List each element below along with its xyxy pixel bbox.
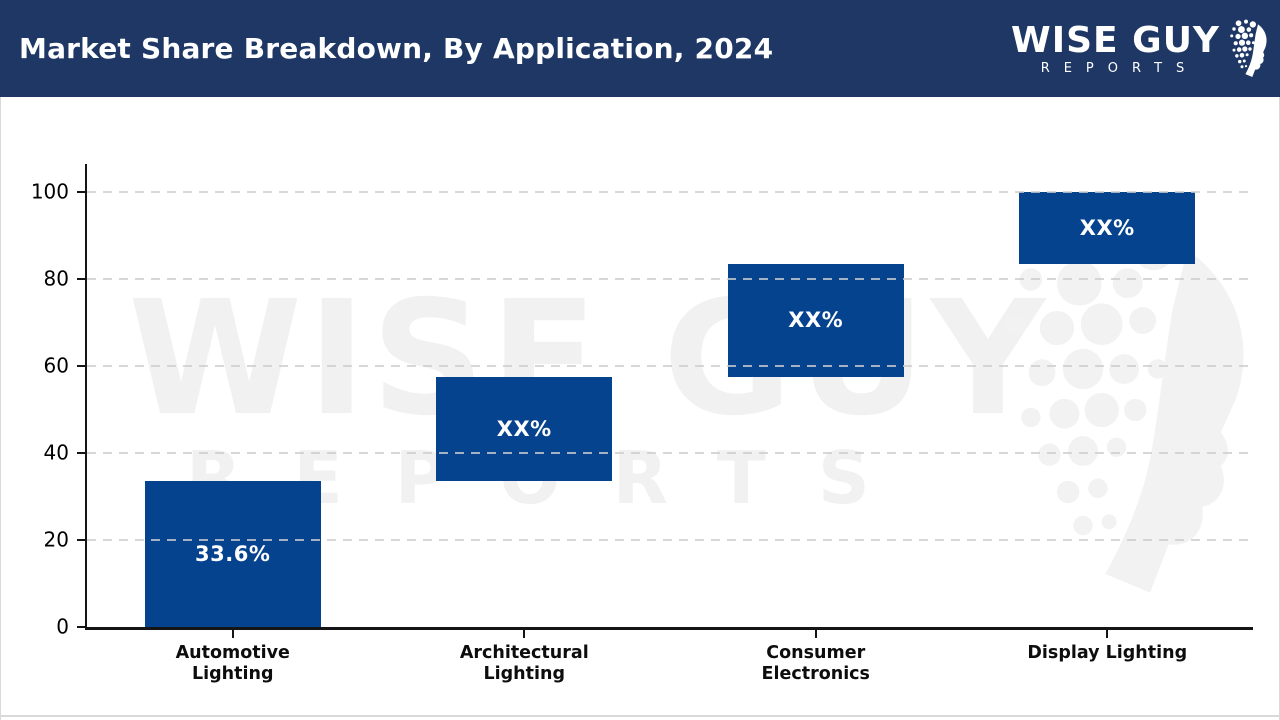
y-tick-0 [77,626,85,628]
bar-consumer-electronics: XX% [727,263,904,377]
category-label-line: Electronics [761,664,870,684]
x-axis-category-label-display-lighting: Display Lighting [1027,643,1187,664]
x-axis-category-label-automotive-lighting: Automotive Lighting [176,643,290,685]
bar-architectural-lighting: XX% [436,376,613,481]
bar-display-lighting: XX% [1019,191,1196,264]
x-tick-display-lighting [1106,630,1109,638]
bar-value-label-display-lighting: XX% [1079,215,1135,240]
brand-logo: WISE GUY REPORTS [1011,4,1270,94]
y-tick-label-40: 40 [43,440,69,465]
brand-name: WISE GUY [1010,19,1220,61]
x-axis-category-label-consumer-electronics: Consumer Electronics [762,643,870,685]
x-tick-consumer-electronics [814,630,817,638]
y-tick-label-100: 100 [30,179,69,204]
gridline-60 [87,364,1253,367]
gridline-80 [87,277,1253,280]
gridline-20 [87,538,1253,541]
category-label-line: Consumer [766,643,866,663]
x-tick-automotive-lighting [231,630,234,638]
y-axis-spine [85,164,87,629]
y-tick-60 [77,364,85,367]
y-tick-label-80: 80 [43,266,69,291]
category-label-line: Architectural [459,643,589,663]
x-axis-category-label-architectural-lighting: Architectural Lighting [460,643,589,685]
y-tick-label-0: 0 [56,614,69,639]
brand-reports-label: REPORTS [1040,61,1199,77]
plot-area: 0 20 40 60 80 100 33.6% Automotive Lighting XX% Ar… [31,164,1253,684]
y-tick-label-20: 20 [43,527,69,552]
bar-value-label-consumer-electronics: XX% [788,308,844,333]
y-tick-20 [77,538,85,541]
page-border-left [0,97,1,720]
y-tick-80 [77,277,85,280]
footer-rule [0,715,1280,717]
watermark-dotted-face-icon [1006,218,1244,593]
gridline-100 [87,190,1253,193]
category-label-line: Lighting [483,664,565,684]
bar-value-label-automotive-lighting: 33.6% [195,541,271,566]
y-tick-100 [77,190,85,193]
brand-wordmark: WISE GUY REPORTS [1010,19,1220,77]
category-label-line: Display Lighting [1027,643,1188,663]
bar-value-label-architectural-lighting: XX% [496,416,552,441]
header-bar: Market Share Breakdown, By Application, … [0,0,1280,97]
gridline-40 [87,451,1253,454]
y-tick-label-60: 60 [43,353,69,378]
category-label-line: Automotive [175,643,290,663]
dotted-face-profile-icon [1230,19,1267,78]
x-tick-architectural-lighting [523,630,526,638]
y-tick-40 [77,451,85,454]
x-axis-spine [85,627,1253,630]
page-title: Market Share Breakdown, By Application, … [19,32,774,65]
bar-automotive-lighting: 33.6% [144,480,321,627]
category-label-line: Lighting [192,664,274,684]
